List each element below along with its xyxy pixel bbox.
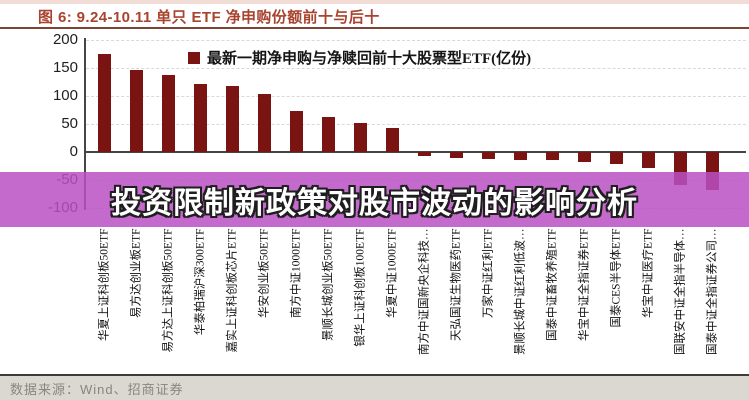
gridline xyxy=(86,96,746,97)
zero-axis-line xyxy=(84,151,746,153)
bar xyxy=(450,152,464,158)
bar xyxy=(610,152,624,164)
x-axis-label: 国泰CES半导体ETF xyxy=(610,228,623,328)
x-axis-label: 银华上证科创板100ETF xyxy=(354,228,367,347)
bar xyxy=(642,152,656,169)
x-axis-label: 万家中证红利ETF xyxy=(482,228,495,318)
x-axis-label: 南方中证国新央企科技… xyxy=(418,228,431,355)
x-axis-label: 华宝中证全指证券ETF xyxy=(578,228,591,341)
y-tick-label: 150 xyxy=(52,59,78,76)
x-axis-label: 景顺长城创业板50ETF xyxy=(322,228,335,341)
x-axis-label: 天弘国证生物医药ETF xyxy=(450,228,463,341)
chart-legend: 最新一期净申购与净赎回前十大股票型ETF(亿份) xyxy=(188,47,531,68)
x-axis-label: 国泰中证全指证券公司… xyxy=(706,228,719,355)
footer-divider xyxy=(0,374,749,376)
y-tick-label: 200 xyxy=(52,31,78,48)
x-axis-label: 易方达上证科创板50ETF xyxy=(162,228,175,352)
figure-title: 图 6: 9.24-10.11 单只 ETF 净申购份额前十与后十 xyxy=(38,9,380,26)
bar xyxy=(385,127,399,152)
bar xyxy=(289,110,303,152)
bar xyxy=(129,70,143,152)
y-tick-label: 100 xyxy=(52,87,78,104)
x-axis-label: 国泰中证畜牧养殖ETF xyxy=(546,228,559,341)
footer-bar xyxy=(0,376,749,400)
gridline xyxy=(86,124,746,125)
gridline xyxy=(86,40,746,41)
bar xyxy=(578,152,592,162)
bar xyxy=(97,54,111,152)
legend-marker-icon xyxy=(188,51,200,64)
bar xyxy=(514,152,528,160)
x-axis-label: 易方达创业板ETF xyxy=(130,228,143,318)
bar xyxy=(482,152,496,159)
x-axis-label: 国联安中证全指半导体… xyxy=(674,228,687,355)
y-tick-label: 0 xyxy=(69,143,78,160)
bar xyxy=(257,93,271,152)
legend-label: 最新一期净申购与净赎回前十大股票型ETF(亿份) xyxy=(207,51,532,67)
bar xyxy=(225,86,239,152)
y-axis-line xyxy=(84,38,86,210)
x-axis-label: 南方中证1000ETF xyxy=(290,228,303,318)
bar xyxy=(161,74,175,152)
overlay-banner: 投资限制新政策对股市波动的影响分析 xyxy=(0,172,749,227)
bar xyxy=(193,83,207,152)
bar xyxy=(546,152,560,161)
x-axis-label: 华宝中证医疗ETF xyxy=(642,228,655,318)
bar xyxy=(321,117,335,152)
x-axis-label: 嘉实上证科创板芯片ETF xyxy=(226,228,239,352)
title-rule xyxy=(0,27,749,29)
x-axis-label: 景顺长城中证红利低波… xyxy=(514,228,527,355)
overlay-headline: 投资限制新政策对股市波动的影响分析 xyxy=(111,186,638,220)
y-tick-label: 50 xyxy=(61,115,78,132)
source-text: 数据来源：Wind、招商证券 xyxy=(10,382,184,397)
x-axis-label: 华夏中证1000ETF xyxy=(386,228,399,318)
bar xyxy=(353,122,367,152)
x-axis-label: 华泰柏瑞沪深300ETF xyxy=(194,228,207,335)
gridline xyxy=(86,68,746,69)
bar xyxy=(418,152,431,156)
x-axis-label: 华夏上证科创板50ETF xyxy=(98,228,110,341)
top-border-strip xyxy=(0,0,749,4)
x-axis-label: 华安创业板50ETF xyxy=(258,228,271,318)
